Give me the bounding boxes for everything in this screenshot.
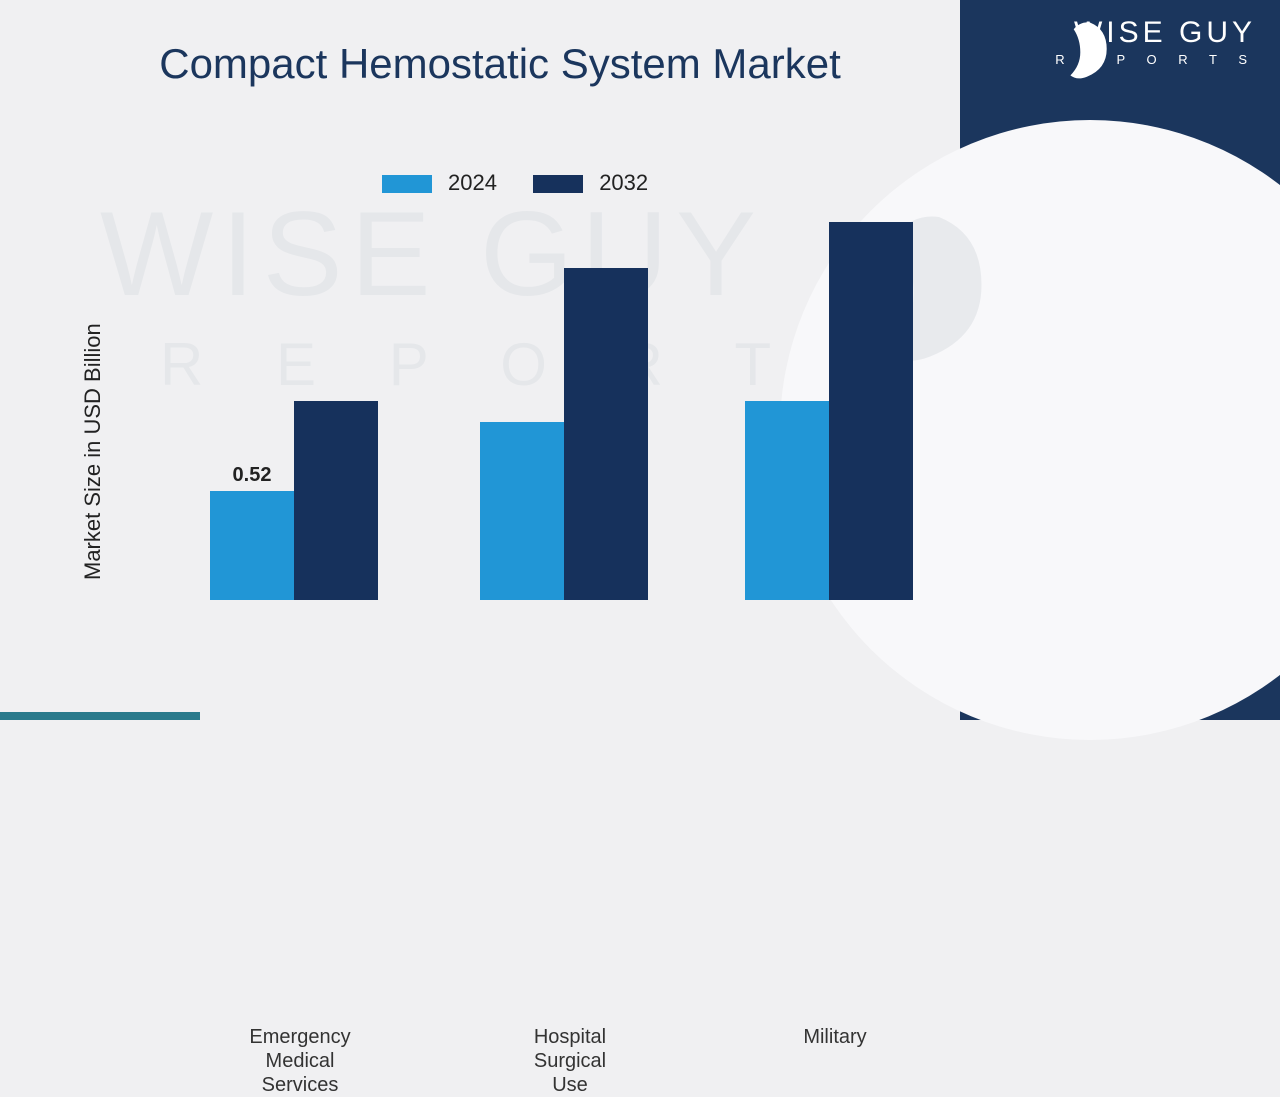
y-axis-label: Market Size in USD Billion [80,323,106,580]
bar [564,268,648,600]
page: WISE GUY R E P O R T S WISE GUY R E P O … [0,0,1280,720]
logo-line1: WISE GUY [1055,18,1256,48]
chart-area: Market Size in USD Billion 0.52Emergency… [100,180,980,640]
bar [745,401,829,601]
chart-title: Compact Hemostatic System Market [0,40,1000,88]
bar [829,222,913,600]
plot-area: 0.52EmergencyMedicalServicesHospitalSurg… [160,180,960,600]
category-label: HospitalSurgicalUse [480,1025,660,1097]
logo-line2: R E P O R T S [1055,52,1256,67]
brand-logo: WISE GUY R E P O R T S [1055,18,1256,67]
bar [480,422,564,601]
bar-value-label: 0.52 [210,464,294,487]
category-label: EmergencyMedicalServices [210,1025,390,1097]
bottom-accent-bar [0,712,200,720]
category-label: Military [745,1025,925,1049]
bar [294,401,378,601]
bar [210,491,294,600]
